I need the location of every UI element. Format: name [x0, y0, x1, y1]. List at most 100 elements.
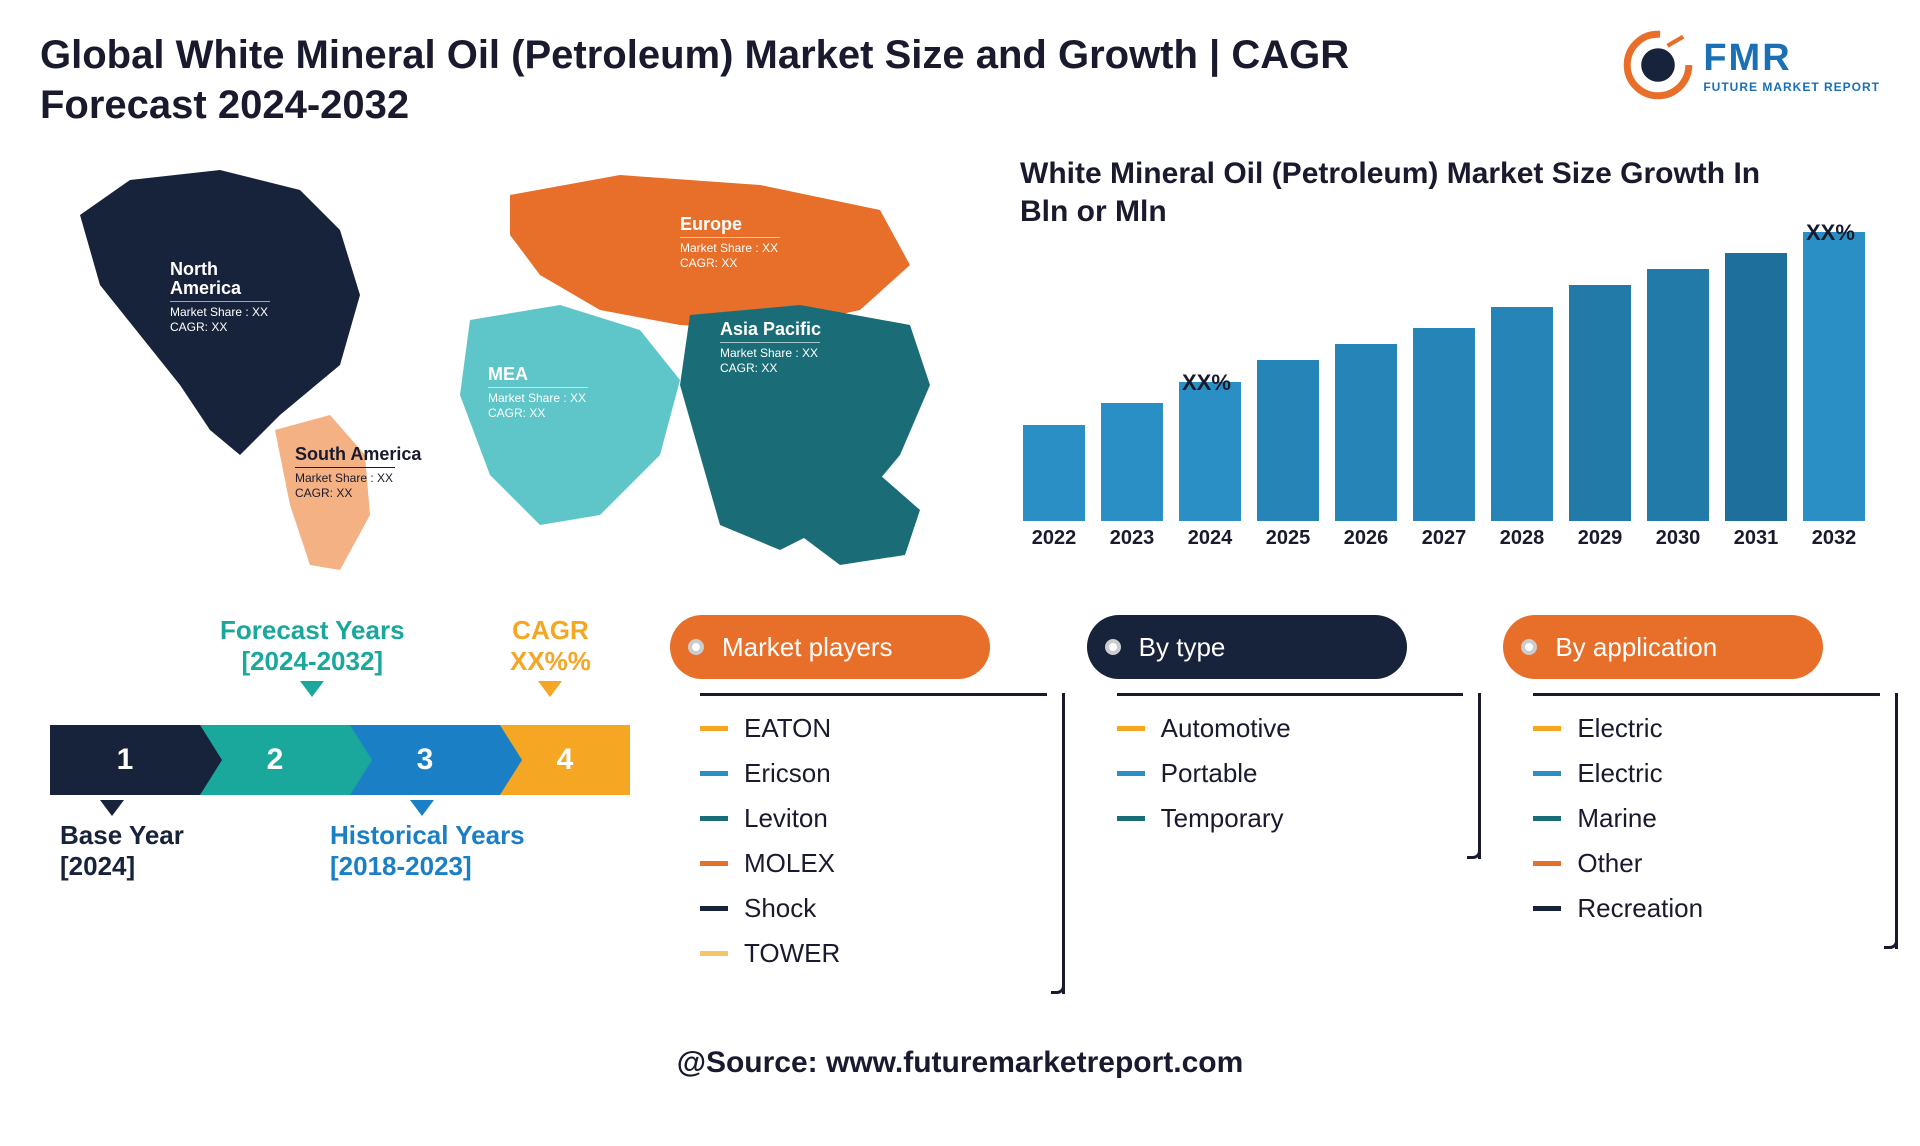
bar-year-label: 2025 — [1266, 527, 1311, 550]
bar-col: 2022 — [1020, 425, 1088, 550]
category-item-label: Recreation — [1577, 893, 1703, 924]
category-list: EATON Ericson Leviton MOLEX Shock TOWER — [700, 696, 1047, 976]
forecast-arrow-icon — [300, 681, 324, 697]
bar-col: 2025 — [1254, 360, 1322, 550]
bar-year-label: 2022 — [1032, 527, 1077, 550]
swatch-icon — [700, 771, 728, 776]
swatch-icon — [700, 861, 728, 866]
label-sa: South America Market Share : XX CAGR: XX — [295, 445, 421, 502]
cagr-arrow-icon — [538, 681, 562, 697]
page-title: Global White Mineral Oil (Petroleum) Mar… — [40, 30, 1390, 130]
bar-year-label: 2027 — [1422, 527, 1467, 550]
category-item-label: EATON — [744, 713, 831, 744]
mea-cagr: CAGR: XX — [488, 406, 588, 422]
base-arrow-icon — [100, 800, 124, 816]
category-item: TOWER — [700, 931, 1047, 976]
na-share: Market Share : XX — [170, 305, 270, 321]
category-item: EATON — [700, 706, 1047, 751]
category-item: Electric — [1533, 706, 1880, 751]
categories: Market playersEATONEricsonLevitonMOLEXSh… — [670, 615, 1880, 976]
swatch-icon — [700, 726, 728, 731]
category-item: Shock — [700, 886, 1047, 931]
timeline-segment: 2 — [200, 725, 350, 795]
category-item: Temporary — [1117, 796, 1464, 841]
swatch-icon — [1117, 726, 1145, 731]
callout-forecast: Forecast Years [2024-2032] — [220, 615, 405, 697]
label-eu: Europe Market Share : XX CAGR: XX — [680, 215, 780, 272]
category-item: MOLEX — [700, 841, 1047, 886]
forecast-title: Forecast Years — [220, 615, 405, 646]
category-list-wrap: Automotive Portable Temporary — [1117, 693, 1464, 841]
swatch-icon — [1533, 861, 1561, 866]
bar — [1335, 344, 1397, 521]
category-list-wrap: ElectricElectricMarineOtherRecreation — [1533, 693, 1880, 931]
category-item: Leviton — [700, 796, 1047, 841]
ap-share: Market Share : XX — [720, 346, 821, 362]
category-item: Marine — [1533, 796, 1880, 841]
bar-year-label: 2023 — [1110, 527, 1155, 550]
logo: FMR FUTURE MARKET REPORT — [1623, 30, 1880, 100]
bar — [1803, 232, 1865, 521]
forecast-sub: [2024-2032] — [220, 646, 405, 677]
chart-annot-start: XX% — [1182, 370, 1231, 396]
category-list: ElectricElectricMarineOtherRecreation — [1533, 696, 1880, 931]
category-item-label: TOWER — [744, 938, 840, 969]
swatch-icon — [700, 951, 728, 956]
pill-dot-icon — [1105, 639, 1121, 655]
category-pill: By application — [1503, 615, 1823, 679]
bar — [1413, 328, 1475, 521]
category-item-label: Leviton — [744, 803, 828, 834]
category-item-label: Automotive — [1161, 713, 1291, 744]
bar — [1101, 403, 1163, 521]
timeline-strip: 1234 — [50, 725, 630, 795]
ap-cagr: CAGR: XX — [720, 361, 821, 377]
eu-cagr: CAGR: XX — [680, 256, 780, 272]
swatch-icon — [700, 816, 728, 821]
bar — [1257, 360, 1319, 521]
bar-col: 2027 — [1410, 328, 1478, 550]
bottom-row: Forecast Years [2024-2032] CAGR XX%% 123… — [40, 615, 1880, 976]
category-column: By application ElectricElectricMarineOthe… — [1503, 615, 1880, 976]
swatch-icon — [1117, 771, 1145, 776]
category-title: By type — [1139, 632, 1226, 663]
sa-name: South America — [295, 445, 421, 464]
sa-share: Market Share : XX — [295, 471, 421, 487]
bar-year-label: 2024 — [1188, 527, 1233, 550]
swatch-icon — [1117, 816, 1145, 821]
bar-chart: White Mineral Oil (Petroleum) Market Siz… — [970, 155, 1880, 575]
bar-col: 2032 — [1800, 232, 1868, 550]
swatch-icon — [1533, 771, 1561, 776]
mea-name: MEA — [488, 365, 588, 384]
bar-year-label: 2026 — [1344, 527, 1389, 550]
eu-share: Market Share : XX — [680, 241, 780, 257]
bar-col: 2030 — [1644, 269, 1712, 550]
bar — [1725, 253, 1787, 521]
category-item-label: Portable — [1161, 758, 1258, 789]
sa-cagr: CAGR: XX — [295, 486, 421, 502]
world-map: North America Market Share : XX CAGR: XX… — [40, 155, 940, 575]
top-row: North America Market Share : XX CAGR: XX… — [40, 155, 1880, 575]
category-item: Portable — [1117, 751, 1464, 796]
category-list-wrap: EATON Ericson Leviton MOLEX Shock TOWER — [700, 693, 1047, 976]
label-ap: Asia Pacific Market Share : XX CAGR: XX — [720, 320, 821, 377]
label-mea: MEA Market Share : XX CAGR: XX — [488, 365, 588, 422]
category-title: By application — [1555, 632, 1717, 663]
category-item: Recreation — [1533, 886, 1880, 931]
callout-historical: Historical Years [2018-2023] — [330, 800, 525, 882]
category-item-label: MOLEX — [744, 848, 835, 879]
category-list: Automotive Portable Temporary — [1117, 696, 1464, 841]
swatch-icon — [1533, 816, 1561, 821]
mea-share: Market Share : XX — [488, 391, 588, 407]
bar-col: 2028 — [1488, 307, 1556, 550]
bar-col: 2024 — [1176, 382, 1244, 550]
category-item: Electric — [1533, 751, 1880, 796]
pill-dot-icon — [1521, 639, 1537, 655]
bar — [1647, 269, 1709, 521]
bar — [1023, 425, 1085, 521]
category-item-label: Ericson — [744, 758, 831, 789]
chart-annot-end: XX% — [1806, 220, 1855, 246]
chart-title: White Mineral Oil (Petroleum) Market Siz… — [1020, 155, 1880, 230]
category-item: Ericson — [700, 751, 1047, 796]
logo-main-text: FMR — [1703, 37, 1880, 80]
bar-col: 2026 — [1332, 344, 1400, 550]
